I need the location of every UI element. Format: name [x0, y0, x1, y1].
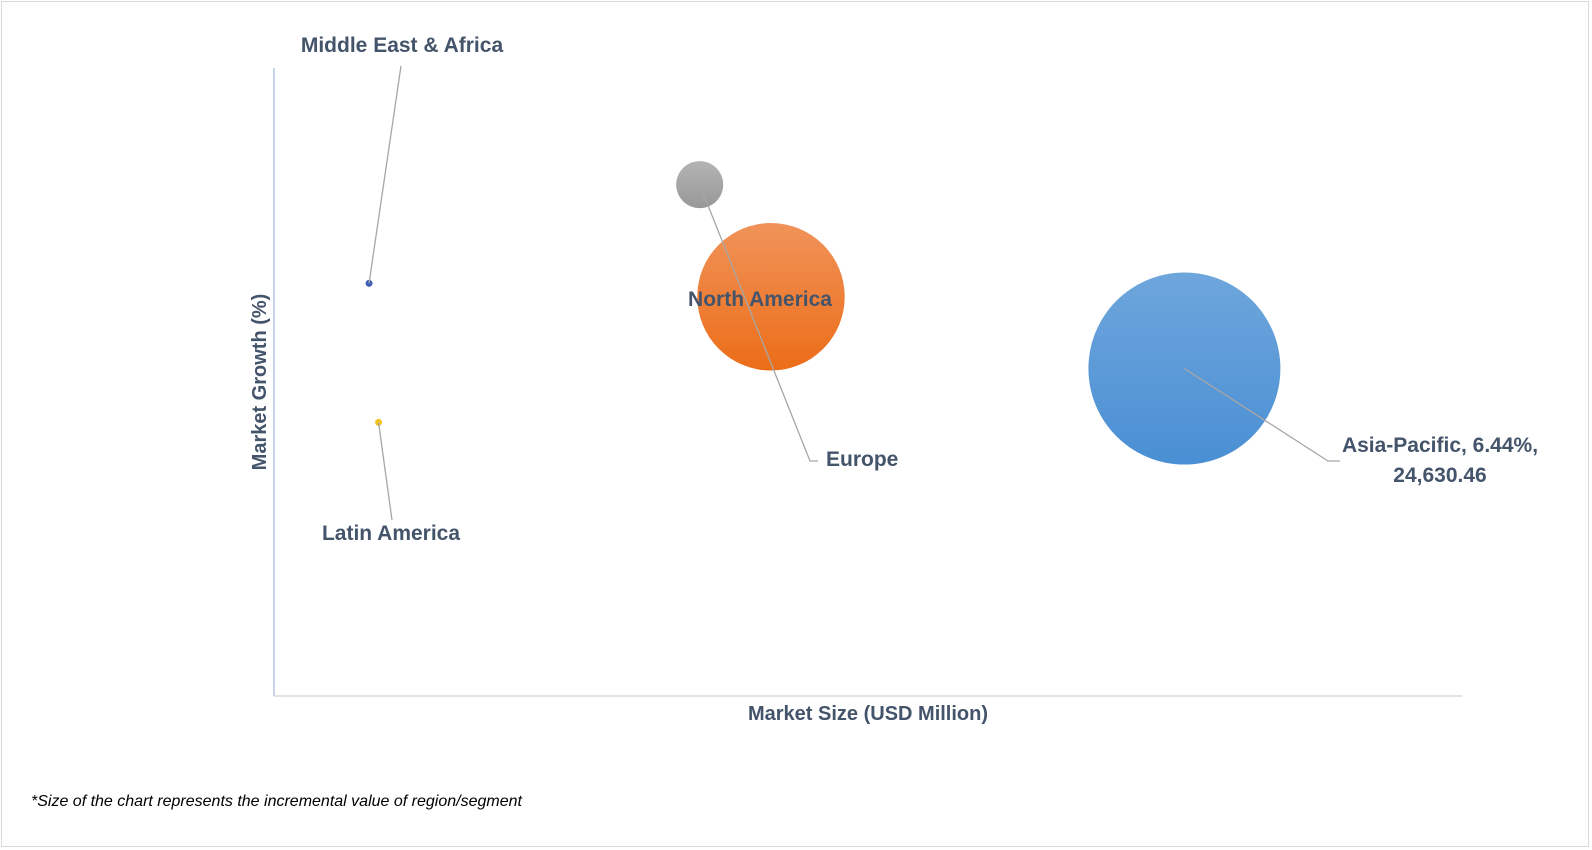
- leader-line-middle-east-and-africa: [368, 65, 402, 284]
- leader-line-europe: [699, 184, 818, 462]
- data-label-line: Asia-Pacific, 6.44%,: [1342, 434, 1538, 457]
- y-axis-title: Market Growth (%): [249, 294, 271, 471]
- data-label-asia-pacific: Asia-Pacific, 6.44%, 24,630.46: [1342, 434, 1538, 487]
- data-label-europe: Europe: [826, 448, 898, 471]
- leader-line-latin-america: [377, 422, 393, 521]
- footnote: *Size of the chart represents the increm…: [31, 793, 522, 810]
- bubble-layer: [365, 161, 1281, 465]
- bubble-north-america: [697, 223, 845, 371]
- leader-lines-layer: [368, 65, 1340, 521]
- data-label-latin-america: Latin America: [322, 522, 460, 545]
- x-axis-title: Market Size (USD Million): [748, 703, 988, 725]
- data-label-line: 24,630.46: [1393, 464, 1486, 487]
- data-label-middle-east-and-africa: Middle East & Africa: [301, 34, 504, 57]
- data-label-north-america: North America: [688, 288, 832, 311]
- leader-line-asia-pacific: [1184, 367, 1340, 462]
- data-labels-layer: Middle East & Africa Latin America Europe N…: [301, 34, 1538, 545]
